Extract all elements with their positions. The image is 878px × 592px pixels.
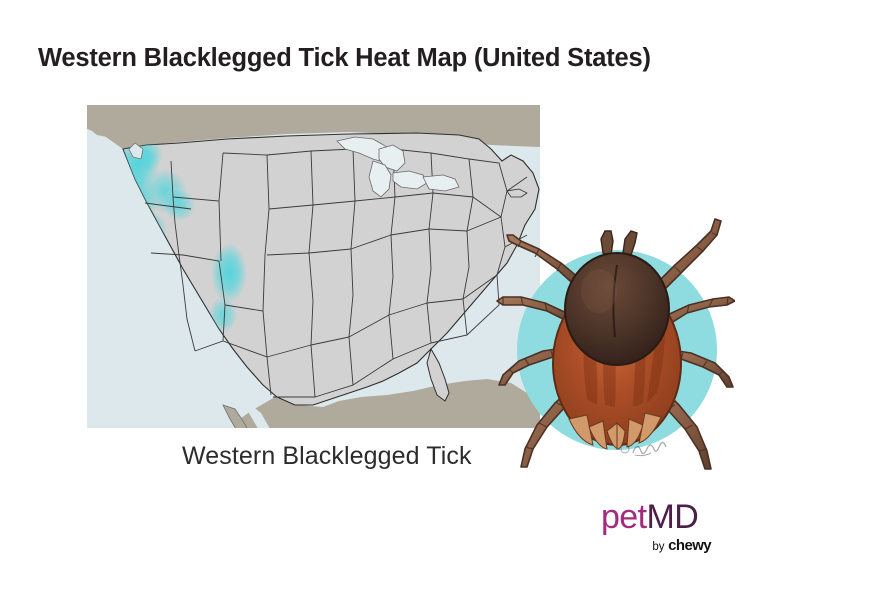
petmd-logo[interactable]: petMD by chewy bbox=[601, 500, 713, 562]
florida-outline bbox=[426, 347, 450, 402]
petmd-pet-text: pet bbox=[601, 498, 647, 536]
petmd-wordmark: petMD bbox=[601, 500, 713, 536]
by-chewy-tagline: by chewy bbox=[601, 538, 713, 555]
tick-leg-joints bbox=[502, 232, 729, 452]
page-title: Western Blacklegged Tick Heat Map (Unite… bbox=[38, 44, 651, 72]
northeast-coast-detail bbox=[506, 188, 528, 198]
tick-illustration bbox=[495, 205, 735, 485]
artist-signature-watermark bbox=[620, 441, 667, 457]
tick-festoons bbox=[568, 412, 662, 450]
tick-scutum bbox=[564, 252, 670, 366]
us-heat-map bbox=[87, 105, 540, 428]
tick-scutum-groove bbox=[612, 264, 618, 338]
puget-sound-detail bbox=[128, 142, 144, 160]
petmd-md-text: MD bbox=[646, 498, 699, 536]
great-lakes-layer bbox=[336, 136, 460, 198]
chewy-wordmark: chewy bbox=[668, 537, 711, 554]
foreign-land-layer bbox=[87, 105, 540, 428]
by-text: by bbox=[652, 541, 665, 553]
state-borders-layer bbox=[144, 148, 528, 398]
map-caption: Western Blacklegged Tick bbox=[182, 442, 472, 470]
